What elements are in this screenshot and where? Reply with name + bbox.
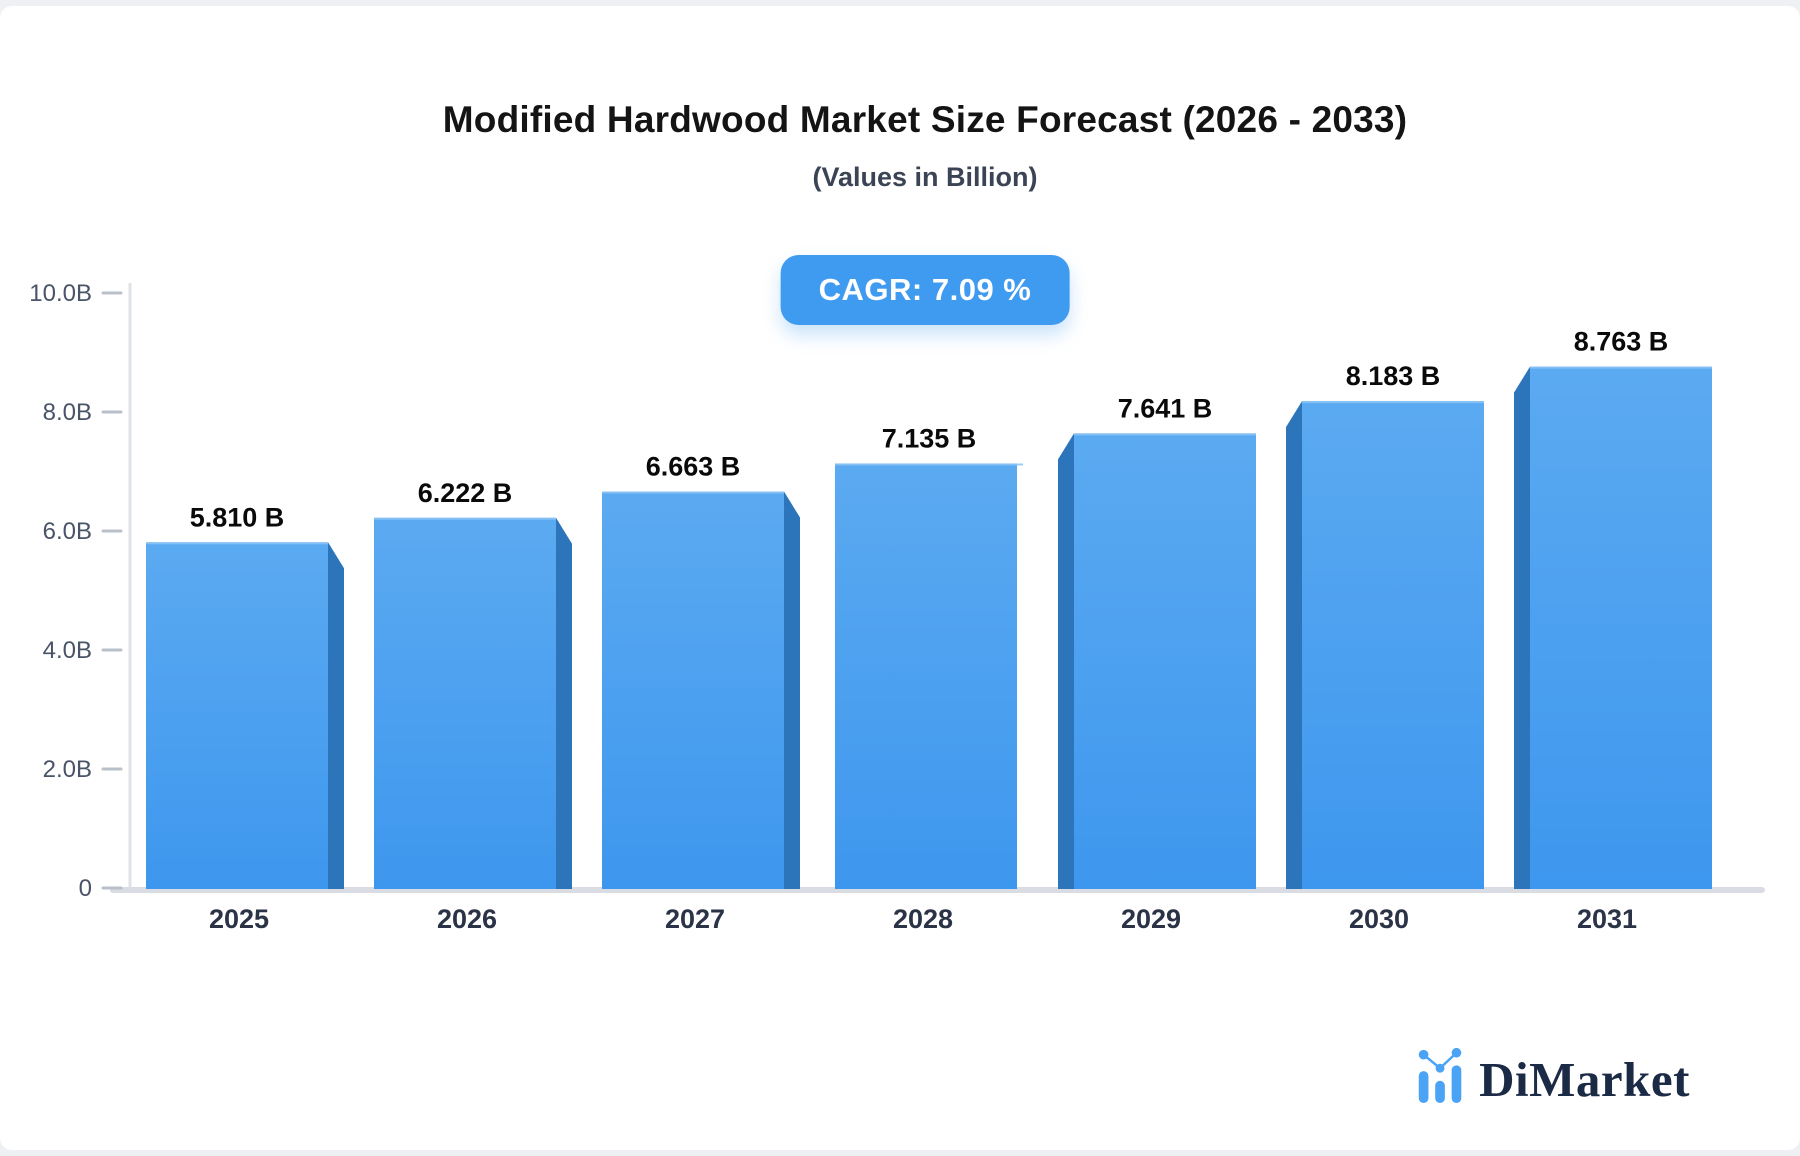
bar-2029[interactable] bbox=[1058, 433, 1256, 889]
dimarket-logo-icon bbox=[1418, 1047, 1462, 1104]
bar-2028[interactable] bbox=[835, 463, 1023, 889]
y-tick-label: 4.0B bbox=[43, 637, 92, 664]
y-tick-label: 2.0B bbox=[43, 756, 92, 783]
bar-side-face bbox=[784, 491, 800, 889]
bar-value-label: 8.763 B bbox=[1574, 327, 1669, 357]
bar-value-label: 6.663 B bbox=[646, 452, 741, 482]
bar-side-face bbox=[328, 542, 344, 889]
x-axis-label: 2027 bbox=[665, 904, 725, 934]
x-axis-label: 2029 bbox=[1121, 904, 1181, 934]
bar-front-face bbox=[1530, 366, 1712, 889]
bar-side-face bbox=[1058, 433, 1074, 889]
axis-layer bbox=[101, 283, 1765, 893]
bar-2031[interactable] bbox=[1514, 366, 1712, 889]
bar-2025[interactable] bbox=[146, 542, 344, 889]
x-axis-label: 2025 bbox=[209, 904, 269, 934]
bar-side-face bbox=[1514, 366, 1530, 889]
bar-front-face bbox=[146, 542, 328, 889]
bar-value-label: 7.135 B bbox=[882, 423, 977, 453]
bars-layer bbox=[146, 366, 1712, 889]
bar-2030[interactable] bbox=[1286, 401, 1484, 889]
bar-front-face bbox=[374, 517, 556, 889]
bar-2026[interactable] bbox=[374, 517, 572, 889]
brand-logo[interactable]: DiMarket bbox=[1416, 1046, 1690, 1104]
chart-subtitle: (Values in Billion) bbox=[812, 162, 1038, 192]
bar-front-face bbox=[835, 463, 1017, 889]
y-tick-label: 8.0B bbox=[43, 399, 92, 426]
bar-value-label: 6.222 B bbox=[418, 478, 513, 508]
x-axis-label: 2030 bbox=[1349, 904, 1409, 934]
cagr-badge: CAGR: 7.09 % bbox=[780, 255, 1070, 325]
brand-name: DiMarket bbox=[1479, 1052, 1690, 1107]
bar-2027[interactable] bbox=[602, 491, 800, 889]
y-tick-label: 0 bbox=[79, 875, 92, 902]
x-axis-label: 2028 bbox=[893, 904, 953, 934]
bar-value-label: 7.641 B bbox=[1118, 393, 1213, 423]
y-tick-label: 6.0B bbox=[43, 518, 92, 545]
x-axis-label: 2031 bbox=[1577, 904, 1637, 934]
bar-side-face bbox=[556, 517, 572, 889]
labels-layer: 0 2.0B 4.0B 6.0B 8.0B 10.0B 5.810 B 2025 6.222 B… bbox=[29, 280, 1668, 934]
bar-front-face bbox=[602, 491, 784, 889]
x-axis-label: 2026 bbox=[437, 904, 497, 934]
bar-value-label: 5.810 B bbox=[190, 502, 285, 532]
y-tick-label: 10.0B bbox=[29, 280, 92, 307]
bar-side-face bbox=[1286, 401, 1302, 889]
bar-value-label: 8.183 B bbox=[1346, 361, 1441, 391]
bar-front-face bbox=[1074, 433, 1256, 889]
chart-title: Modified Hardwood Market Size Forecast (… bbox=[442, 99, 1408, 140]
bar-front-face bbox=[1302, 401, 1484, 889]
